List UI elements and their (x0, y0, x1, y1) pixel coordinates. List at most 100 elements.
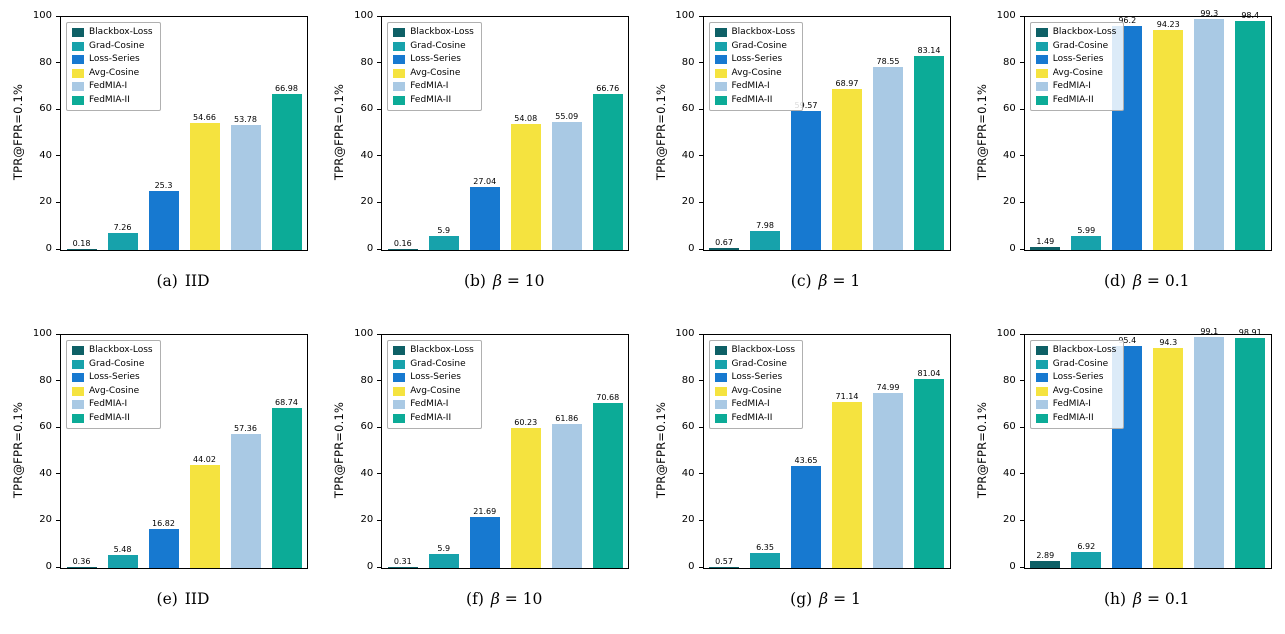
bar-loss-series (148, 528, 179, 568)
bar-value-label: 60.23 (514, 417, 538, 427)
y-axis-label-text: TPR@FPR=0.1% (11, 83, 25, 181)
legend-item: FedMIA-I (393, 81, 474, 92)
y-tick-label: 60 (1003, 103, 1016, 115)
bar-value-label: 96.2 (1118, 15, 1137, 25)
bar-fedmia-i (873, 66, 903, 250)
bar-value-label: 25.3 (154, 181, 173, 191)
bar-value-label: 27.04 (473, 177, 497, 186)
y-tick-mark (1019, 380, 1024, 382)
y-tick-mark (1019, 248, 1024, 250)
bar-value-label: 0.31 (393, 557, 412, 566)
legend-label: Grad-Cosine (410, 358, 466, 369)
legend-swatch-icon (72, 41, 84, 51)
y-axis-label-text: TPR@FPR=0.1% (332, 83, 347, 181)
legend-swatch-icon (1035, 359, 1048, 369)
caption-text: = 1 (827, 272, 861, 290)
bar-value-label: 5.9 (437, 226, 451, 236)
legend-label: Avg-Cosine (1052, 67, 1103, 78)
caption-text: β (1133, 590, 1143, 608)
y-tick-mark (377, 62, 382, 64)
legend-swatch-icon (393, 95, 406, 105)
y-tick-label: 0 (366, 561, 374, 572)
legend-label: Blackbox-Loss (89, 27, 153, 37)
legend-label: FedMIA-I (410, 81, 449, 91)
y-tick-mark (56, 519, 60, 521)
legend-item: Avg-Cosine (1035, 67, 1117, 79)
y-tick-label: 100 (32, 10, 52, 21)
bar-grad-cosine (1071, 236, 1102, 250)
bar-grad-cosine (1071, 551, 1102, 568)
y-tick-mark (698, 155, 703, 157)
caption-text: = 0.1 (1142, 590, 1190, 608)
legend-item: FedMIA-I (1035, 399, 1117, 410)
legend-swatch-icon (72, 346, 84, 355)
legend-swatch-icon (1035, 68, 1048, 78)
y-tick-mark (1019, 473, 1024, 475)
legend: Blackbox-Loss Grad-Cosine Loss-Series Avg-C… (708, 22, 804, 111)
legend-item: FedMIA-II (393, 95, 474, 106)
y-tick-label: 40 (681, 149, 695, 161)
bar-value-label: 66.98 (275, 83, 298, 93)
legend-item: Blackbox-Loss (72, 345, 153, 356)
legend-item: Loss-Series (72, 372, 153, 383)
legend-swatch-icon (72, 386, 84, 396)
bar-value-label: 7.26 (113, 223, 132, 233)
y-tick-mark (698, 566, 703, 568)
legend-label: Avg-Cosine (1052, 385, 1103, 396)
legend-label: FedMIA-I (89, 399, 128, 409)
caption-text: β (818, 272, 828, 290)
legend-label: Avg-Cosine (89, 385, 140, 396)
plot-area: 0.67 7.98 59.57 68.97 78.55 83.14 Blackbox-Los… (702, 16, 951, 251)
bar-value-label: 16.82 (152, 518, 175, 528)
legend-item: FedMIA-I (72, 81, 153, 92)
y-tick-label: 40 (360, 149, 374, 161)
legend-swatch-icon (393, 55, 406, 64)
legend-label: Loss-Series (1052, 372, 1104, 382)
y-axis-label-text: TPR@FPR=0.1% (653, 83, 668, 181)
bar-fedmia-ii (1235, 337, 1266, 568)
y-tick-mark (56, 62, 60, 64)
bar-value-label: 68.74 (275, 397, 298, 407)
legend-label: Loss-Series (410, 54, 461, 64)
figure-caption: (e) IID (60, 590, 306, 608)
legend-item: FedMIA-II (393, 413, 474, 424)
legend-item: Loss-Series (393, 372, 474, 383)
legend-label: FedMIA-II (731, 412, 773, 423)
y-axis-label-text: TPR@FPR=0.1% (974, 83, 989, 181)
chart-a: TPR@FPR=0.1% 0 20 40 60 80 100 0.18 7.26 25.3 54.6… (0, 0, 321, 318)
bar-value-label: 81.04 (917, 369, 941, 379)
legend-label: Blackbox-Loss (89, 345, 153, 355)
bar-value-label: 59.57 (794, 101, 818, 111)
y-tick-mark (698, 473, 703, 475)
legend-label: Blackbox-Loss (1052, 27, 1117, 37)
legend-swatch-icon (714, 41, 727, 51)
figure-caption: (b) β = 10 (381, 272, 627, 290)
bar-fedmia-i (1194, 337, 1225, 568)
figure-caption: (g) β = 1 (703, 590, 949, 608)
y-tick-mark (56, 201, 60, 203)
y-tick-mark (56, 426, 60, 428)
bar-loss-series (791, 466, 821, 568)
y-tick-mark (56, 473, 60, 475)
y-tick-label: 80 (39, 374, 52, 386)
bar-value-label: 99.1 (1200, 327, 1219, 337)
y-tick-mark (698, 333, 703, 335)
legend-label: Avg-Cosine (89, 67, 140, 78)
legend-swatch-icon (393, 373, 406, 382)
y-axis-label-text: TPR@FPR=0.1% (974, 401, 989, 499)
bar-avg-cosine (832, 402, 862, 568)
bar-value-label: 0.67 (715, 238, 733, 248)
caption-text: = 1 (828, 590, 861, 608)
legend-label: Avg-Cosine (410, 385, 461, 396)
legend-label: FedMIA-I (731, 81, 770, 91)
y-tick-label: 40 (1003, 467, 1016, 479)
bar-blackbox-loss (1030, 561, 1061, 568)
bar-loss-series (469, 187, 500, 250)
y-tick-label: 100 (675, 10, 695, 21)
legend-label: FedMIA-II (731, 94, 773, 105)
legend-item: Grad-Cosine (72, 41, 153, 52)
bar-value-label: 0.18 (72, 239, 91, 248)
chart-f: TPR@FPR=0.1% 0 20 40 60 80 100 0.31 5.9 21.69 60.2… (321, 318, 642, 634)
legend: Blackbox-Loss Grad-Cosine Loss-Series Avg-C… (387, 340, 482, 429)
